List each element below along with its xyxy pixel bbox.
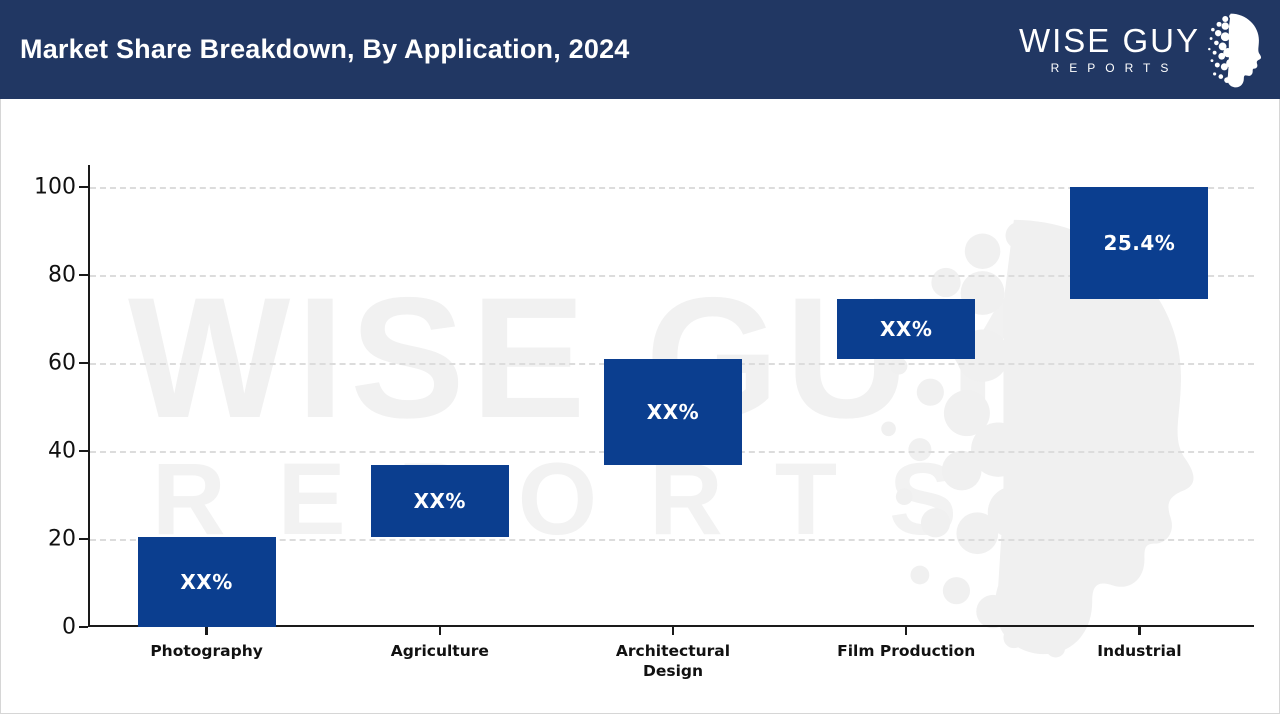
y-axis-tick-mark bbox=[79, 361, 88, 365]
x-axis-category-label: Film Production bbox=[837, 642, 976, 660]
bar-agriculture: XX% bbox=[370, 465, 509, 537]
y-axis-tick-label: 40 bbox=[48, 438, 76, 464]
bar-industrial: 25.4% bbox=[1070, 187, 1209, 299]
brand-logo: WISE GUY REPORTS bbox=[1019, 9, 1280, 91]
bar-value-label: XX% bbox=[413, 488, 466, 513]
bar-photography: XX% bbox=[137, 536, 276, 627]
gridline-80 bbox=[90, 275, 1254, 277]
y-axis-tick-label: 20 bbox=[48, 526, 76, 552]
y-axis-tick-label: 0 bbox=[62, 614, 76, 640]
y-axis-tick-label: 100 bbox=[34, 174, 76, 200]
bar-value-label: XX% bbox=[646, 399, 700, 424]
x-axis-tick-mark bbox=[1138, 627, 1141, 635]
x-axis-category-label: Photography bbox=[150, 642, 263, 660]
y-axis-tick-label: 80 bbox=[48, 262, 76, 288]
gridline-100 bbox=[90, 187, 1254, 189]
brand-logo-text: WISE GUY REPORTS bbox=[1019, 24, 1200, 75]
y-axis-tick-mark bbox=[79, 625, 88, 629]
brand-subname: REPORTS bbox=[1050, 61, 1179, 75]
y-axis-tick-mark bbox=[79, 185, 88, 189]
x-axis-category-label: Agriculture bbox=[390, 642, 489, 660]
header-bar: Market Share Breakdown, By Application, … bbox=[0, 0, 1280, 99]
y-axis-tick-mark bbox=[79, 449, 88, 453]
x-axis-category-label: Industrial bbox=[1097, 642, 1182, 660]
gridline-20 bbox=[90, 539, 1254, 541]
x-axis-tick-mark bbox=[205, 627, 208, 635]
x-axis-tick-mark bbox=[904, 627, 908, 635]
bar-value-label: XX% bbox=[180, 569, 233, 594]
y-axis-tick-mark bbox=[79, 273, 88, 277]
y-axis-tick-mark bbox=[79, 537, 88, 541]
bar-film-production: XX% bbox=[837, 298, 976, 359]
bar-value-label: XX% bbox=[879, 316, 933, 341]
plot-area: 0 20 40 60 80 100 XX% Photography XX% Agriculture… bbox=[34, 165, 1254, 680]
x-axis-tick-mark bbox=[671, 627, 675, 635]
x-axis-tick-mark bbox=[438, 627, 442, 635]
brand-name: WISE GUY bbox=[1018, 22, 1200, 59]
bar-architectural-design: XX% bbox=[604, 358, 742, 466]
x-axis-category-label: Architectural Design bbox=[615, 642, 731, 681]
bar-value-label: 25.4% bbox=[1103, 230, 1176, 255]
y-axis-tick-label: 60 bbox=[48, 350, 76, 376]
page-title: Market Share Breakdown, By Application, … bbox=[20, 34, 630, 64]
watermark-text-line2: REPORTS bbox=[152, 442, 1010, 556]
logo-head-icon bbox=[1208, 13, 1262, 87]
